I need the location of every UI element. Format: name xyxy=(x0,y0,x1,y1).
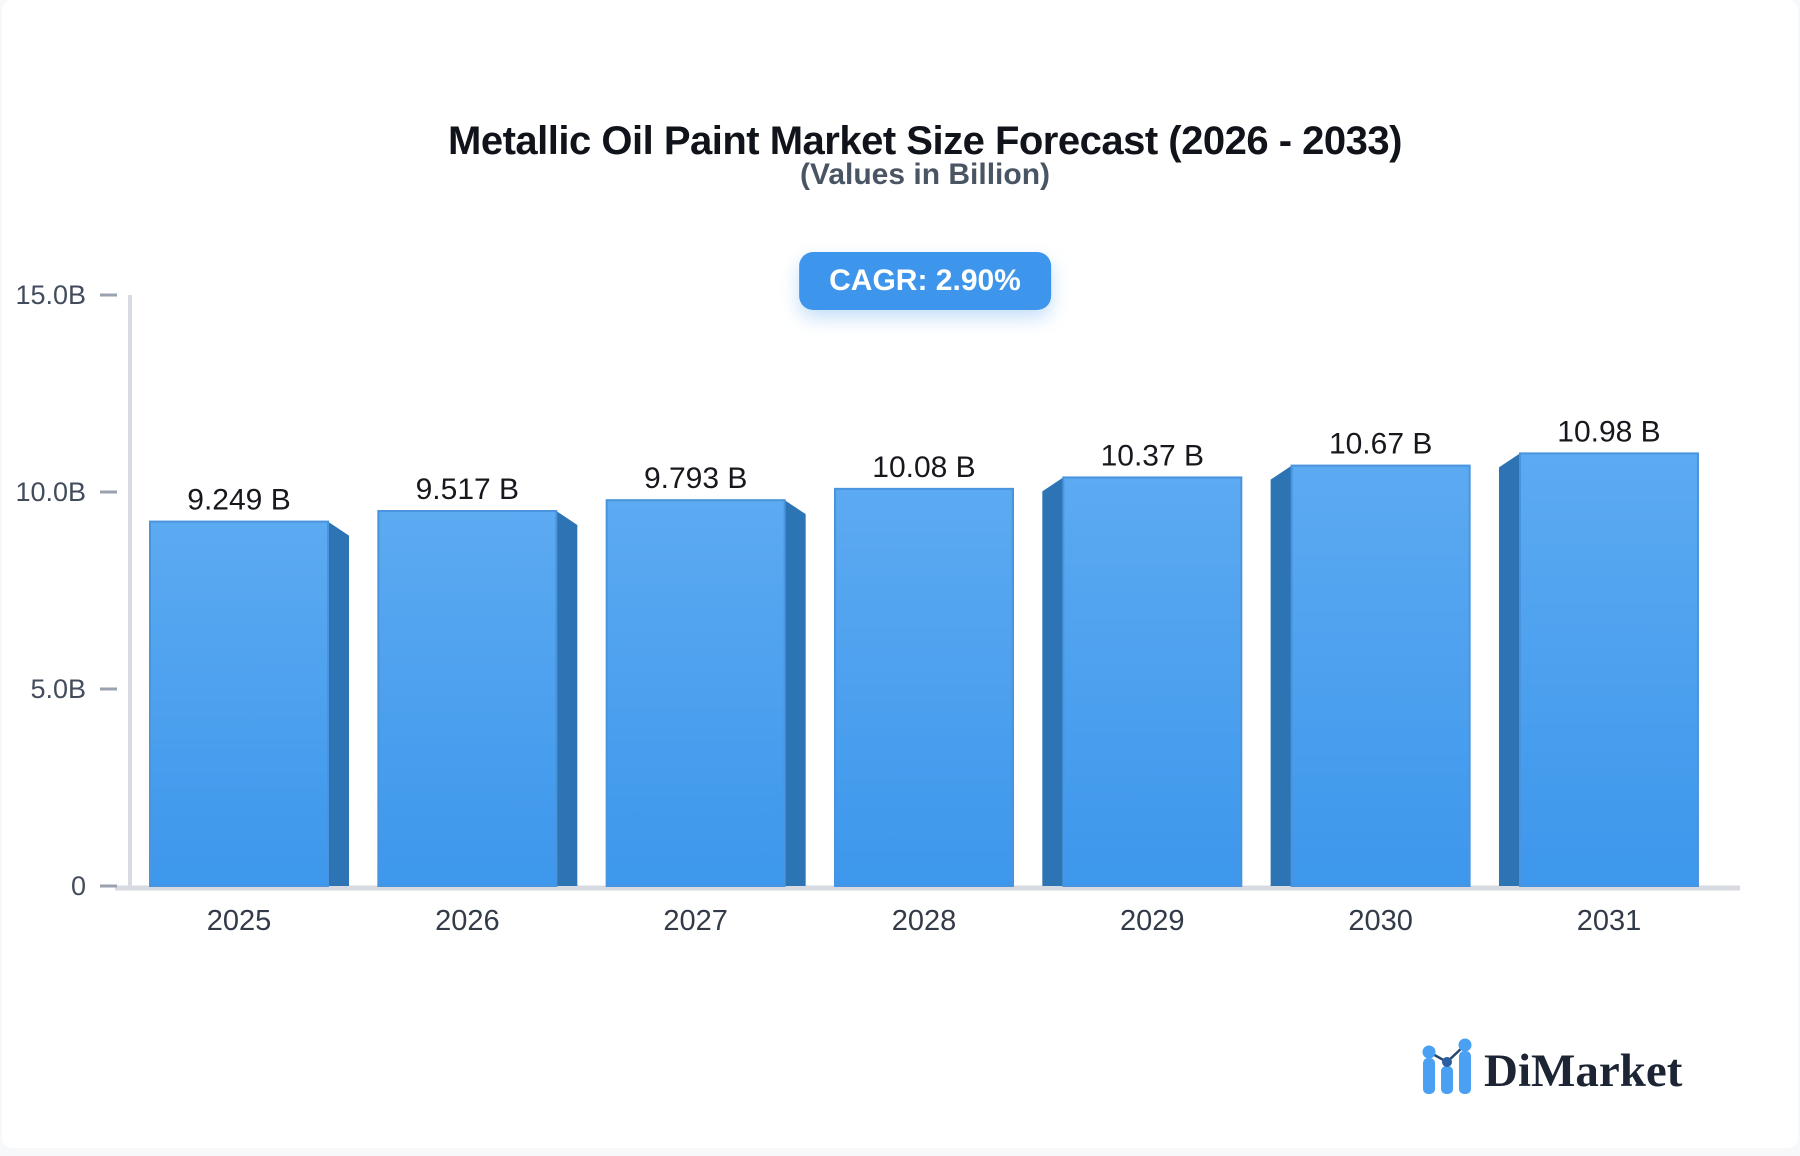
bar-side xyxy=(328,521,349,886)
x-axis-label: 2025 xyxy=(207,905,272,937)
bar-value-label: 10.37 B xyxy=(1101,439,1204,472)
chart-subtitle: (Values in Billion) xyxy=(799,158,1051,191)
bar-value-label: 9.793 B xyxy=(644,462,747,495)
bar-side xyxy=(1270,465,1292,886)
bar-value-label: 9.517 B xyxy=(416,473,519,506)
y-tick-label: 5.0B xyxy=(30,674,86,704)
bar-side xyxy=(1498,453,1520,886)
x-axis-label: 2031 xyxy=(1577,905,1642,937)
brand-logo: DiMarket xyxy=(1422,1038,1683,1097)
cagr-badge: CAGR: 2.90% xyxy=(799,252,1051,310)
y-tick-label: 10.0B xyxy=(15,477,86,507)
brand-logo-text: DiMarket xyxy=(1484,1045,1683,1097)
x-axis-label: 2030 xyxy=(1348,905,1413,937)
bar-side xyxy=(556,511,578,886)
bar-value-label: 10.98 B xyxy=(1557,415,1660,448)
x-axis-label: 2027 xyxy=(663,905,728,937)
bar-2027 xyxy=(605,499,786,887)
bar-2026 xyxy=(377,510,558,887)
bar-2029 xyxy=(1062,476,1243,887)
bar-side xyxy=(1042,477,1064,886)
bar-value-label: 10.67 B xyxy=(1329,428,1432,461)
bar-value-label: 10.08 B xyxy=(872,451,975,484)
chart-title: Metallic Oil Paint Market Size Forecast … xyxy=(448,118,1402,163)
bar-2031 xyxy=(1518,452,1699,887)
x-axis-label: 2028 xyxy=(892,905,957,937)
bar-2030 xyxy=(1290,464,1471,887)
bar-side xyxy=(784,500,806,886)
x-axis-label: 2026 xyxy=(435,905,500,937)
bar-2028 xyxy=(833,487,1014,887)
bar-value-label: 9.249 B xyxy=(187,484,290,517)
mini-bar-chart-icon xyxy=(1422,1038,1472,1094)
y-tick-label: 0 xyxy=(71,871,86,901)
bar-2025 xyxy=(149,520,329,888)
x-axis-label: 2029 xyxy=(1120,905,1185,937)
y-tick-label: 15.0B xyxy=(15,280,86,310)
